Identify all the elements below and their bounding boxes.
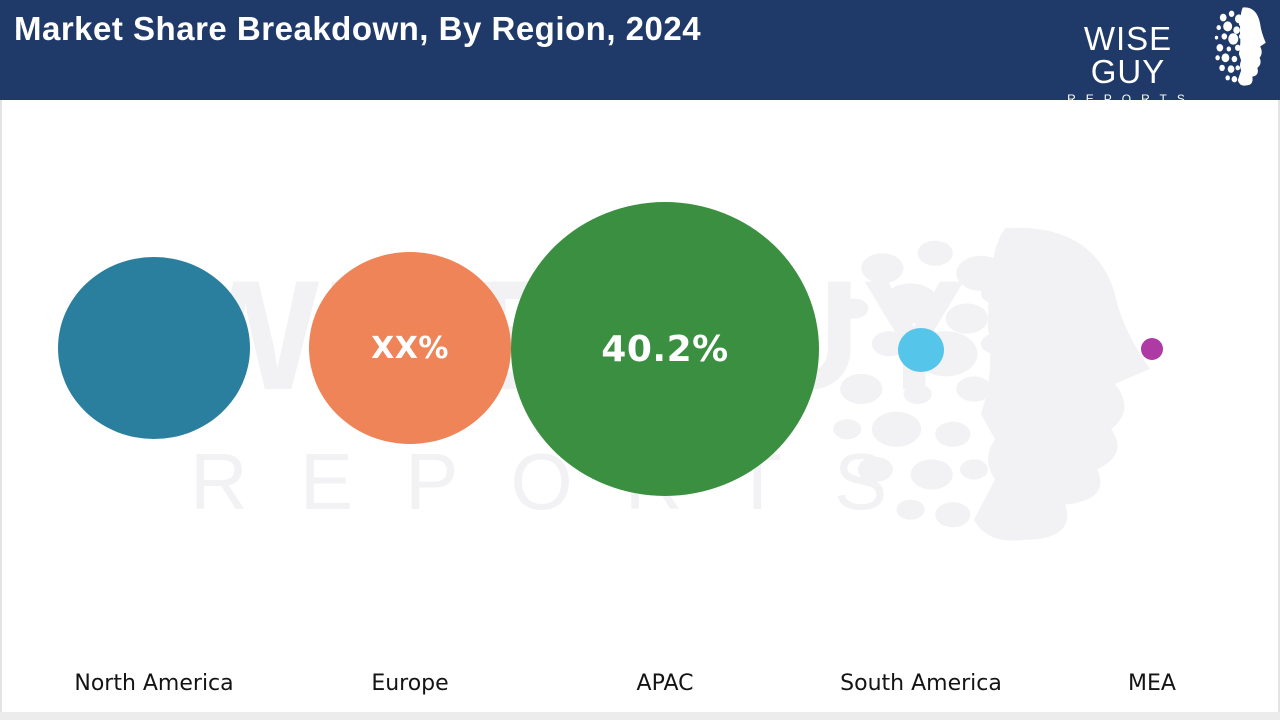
bubble-value-label-europe: XX% <box>371 330 449 366</box>
header-bar: Market Share Breakdown, By Region, 2024 … <box>0 0 1280 106</box>
category-label-south-america: South America <box>840 671 1002 696</box>
bubble-apac: 40.2% <box>511 202 819 496</box>
page-title: Market Share Breakdown, By Region, 2024 <box>14 10 702 47</box>
brand-head-icon <box>1214 7 1266 86</box>
brand-logo-text: WISE GUY REPORTS <box>1042 22 1214 106</box>
category-label-europe: Europe <box>371 671 449 696</box>
brand-subtitle: REPORTS <box>1067 92 1195 106</box>
brand-name: WISE GUY <box>1083 20 1173 90</box>
watermark-head-icon <box>829 227 1150 541</box>
bubble-north-america <box>58 257 250 439</box>
bubble-value-label-apac: 40.2% <box>601 328 729 370</box>
bubble-europe: XX% <box>309 252 511 444</box>
category-label-apac: APAC <box>636 671 694 696</box>
category-label-north-america: North America <box>74 671 234 696</box>
category-label-mea: MEA <box>1128 671 1176 696</box>
bubble-south-america <box>898 328 944 372</box>
bubble-mea <box>1141 338 1163 360</box>
bottom-strip <box>0 712 1280 720</box>
